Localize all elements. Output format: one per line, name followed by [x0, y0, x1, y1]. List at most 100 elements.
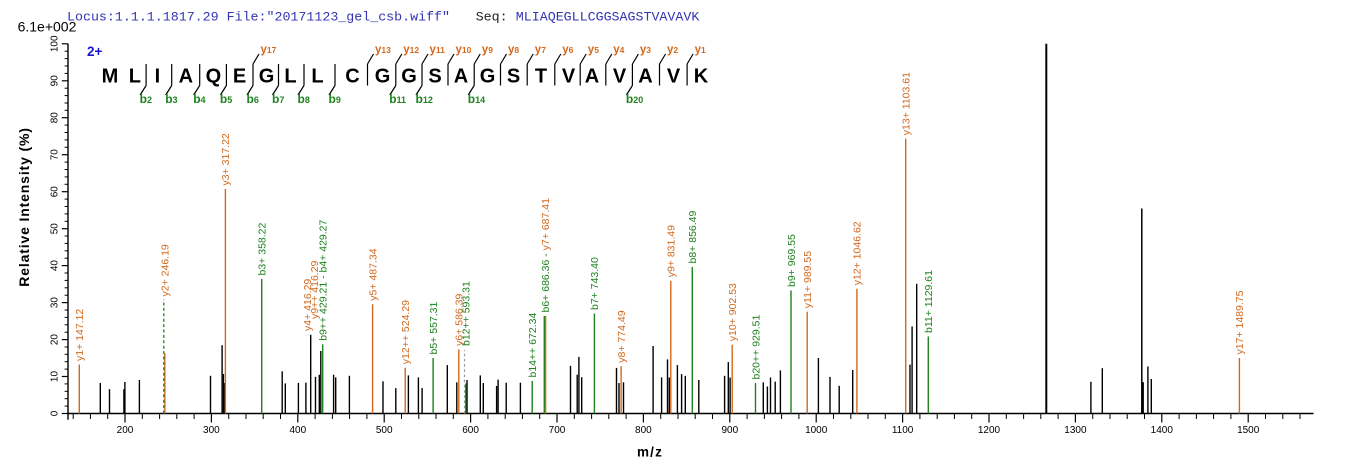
svg-text:L: L — [129, 66, 141, 88]
svg-text:6.1e+002: 6.1e+002 — [18, 19, 77, 35]
svg-text:y8+ 774.49: y8+ 774.49 — [616, 310, 628, 362]
svg-text:b9+ 969.55: b9+ 969.55 — [786, 234, 798, 287]
svg-text:b11: b11 — [389, 92, 406, 106]
svg-text:b3: b3 — [165, 92, 177, 106]
svg-text:Seq:: Seq: — [476, 10, 508, 25]
svg-text:y13: y13 — [375, 44, 391, 56]
svg-text:A: A — [179, 66, 193, 88]
svg-text:m/z: m/z — [637, 445, 663, 460]
svg-text:b14: b14 — [468, 92, 485, 106]
svg-text:70: 70 — [50, 149, 61, 161]
svg-text:b14++ 672.34: b14++ 672.34 — [527, 313, 539, 378]
svg-text:K: K — [694, 66, 709, 88]
svg-text:90: 90 — [50, 75, 61, 87]
svg-text:300: 300 — [203, 425, 220, 436]
svg-text:A: A — [585, 66, 599, 88]
svg-text:MLIAQEGLLCGGSAGSTVAVAVK: MLIAQEGLLCGGSAGSTVAVAVK — [516, 10, 700, 25]
svg-text:y10+ 902.53: y10+ 902.53 — [727, 283, 739, 341]
svg-text:y2+ 246.19: y2+ 246.19 — [160, 244, 172, 296]
svg-text:y4: y4 — [613, 44, 624, 56]
svg-text:V: V — [667, 66, 681, 88]
svg-text:V: V — [562, 66, 576, 88]
svg-text:800: 800 — [635, 425, 652, 436]
svg-text:y17: y17 — [261, 44, 277, 56]
svg-text:Locus:1.1.1.1817.29 File:"2017: Locus:1.1.1.1817.29 File:"20171123_gel_c… — [67, 10, 450, 25]
svg-text:80: 80 — [50, 112, 61, 124]
svg-text:A: A — [638, 66, 652, 88]
svg-text:1200: 1200 — [978, 425, 1001, 436]
svg-text:0: 0 — [50, 410, 61, 416]
svg-text:900: 900 — [721, 425, 738, 436]
svg-text:S: S — [507, 66, 520, 88]
svg-text:G: G — [480, 66, 496, 88]
svg-text:b12++ 593.31: b12++ 593.31 — [460, 281, 472, 346]
svg-text:y12: y12 — [403, 44, 419, 56]
svg-text:30: 30 — [50, 297, 61, 309]
svg-text:V: V — [613, 66, 627, 88]
svg-text:G: G — [259, 66, 275, 88]
svg-text:40: 40 — [50, 260, 61, 272]
svg-text:y17+ 1489.75: y17+ 1489.75 — [1234, 290, 1246, 354]
svg-text:b20++ 929.51: b20++ 929.51 — [750, 315, 762, 380]
svg-text:M: M — [102, 66, 119, 88]
svg-text:b9: b9 — [329, 92, 341, 106]
svg-text:1400: 1400 — [1151, 425, 1174, 436]
svg-text:1000: 1000 — [805, 425, 828, 436]
svg-text:y3: y3 — [640, 44, 651, 56]
svg-text:10: 10 — [50, 371, 61, 383]
svg-text:b4: b4 — [193, 92, 205, 106]
svg-text:700: 700 — [549, 425, 566, 436]
svg-text:50: 50 — [50, 223, 61, 235]
svg-text:y7: y7 — [535, 44, 546, 56]
svg-text:60: 60 — [50, 186, 61, 198]
svg-text:y13+ 1103.61: y13+ 1103.61 — [901, 72, 913, 135]
svg-text:y5+ 487.34: y5+ 487.34 — [367, 248, 379, 300]
svg-text:2+: 2+ — [87, 44, 103, 59]
svg-text:y6+ 586.39: y6+ 586.39 — [454, 293, 466, 345]
svg-text:b9++ 429.21 - b4+ 429.27: b9++ 429.21 - b4+ 429.27 — [318, 219, 330, 340]
svg-text:y9: y9 — [482, 44, 493, 56]
svg-text:b6: b6 — [247, 92, 259, 106]
svg-text:b12: b12 — [416, 92, 433, 106]
svg-text:1500: 1500 — [1237, 425, 1260, 436]
svg-text:b6+ 686.36 - y7+ 687.41: b6+ 686.36 - y7+ 687.41 — [540, 198, 552, 313]
svg-text:1300: 1300 — [1064, 425, 1087, 436]
svg-text:E: E — [233, 66, 246, 88]
svg-text:b5: b5 — [220, 92, 232, 106]
svg-text:y3+ 317.22: y3+ 317.22 — [220, 133, 232, 185]
svg-text:b8: b8 — [298, 92, 310, 106]
svg-text:y9++ 416.29: y9++ 416.29 — [309, 260, 321, 319]
svg-text:L: L — [311, 66, 323, 88]
svg-text:y12+ 1046.62: y12+ 1046.62 — [852, 221, 864, 285]
svg-text:b20: b20 — [626, 92, 643, 106]
svg-text:b3+ 358.22: b3+ 358.22 — [257, 222, 269, 275]
svg-text:y2: y2 — [667, 44, 678, 56]
svg-text:b8+ 856.49: b8+ 856.49 — [687, 210, 699, 263]
svg-text:T: T — [535, 66, 547, 88]
svg-text:y12++ 524.29: y12++ 524.29 — [400, 300, 412, 364]
svg-text:y8: y8 — [508, 44, 519, 56]
svg-text:L: L — [284, 66, 296, 88]
svg-text:y10: y10 — [456, 44, 472, 56]
svg-text:G: G — [401, 66, 417, 88]
svg-text:y4+ 416.29: y4+ 416.29 — [302, 279, 314, 331]
svg-text:C: C — [345, 66, 359, 88]
svg-text:y1+ 147.12: y1+ 147.12 — [74, 309, 86, 361]
svg-text:b7: b7 — [272, 92, 284, 106]
svg-text:b2: b2 — [140, 92, 152, 106]
svg-text:A: A — [454, 66, 468, 88]
svg-text:600: 600 — [462, 425, 479, 436]
svg-text:b7+ 743.40: b7+ 743.40 — [589, 257, 601, 310]
svg-text:y11+ 989.55: y11+ 989.55 — [802, 251, 814, 308]
svg-text:b11+ 1129.61: b11+ 1129.61 — [923, 270, 935, 333]
svg-text:y1: y1 — [695, 44, 706, 56]
svg-text:500: 500 — [376, 425, 393, 436]
svg-text:400: 400 — [289, 425, 306, 436]
svg-text:G: G — [375, 66, 391, 88]
svg-text:100: 100 — [50, 35, 61, 52]
svg-text:y5: y5 — [588, 44, 599, 56]
svg-text:Relative Intensity (%): Relative Intensity (%) — [16, 127, 32, 287]
svg-text:20: 20 — [50, 334, 61, 346]
svg-text:1100: 1100 — [892, 425, 914, 436]
svg-text:I: I — [155, 66, 161, 88]
